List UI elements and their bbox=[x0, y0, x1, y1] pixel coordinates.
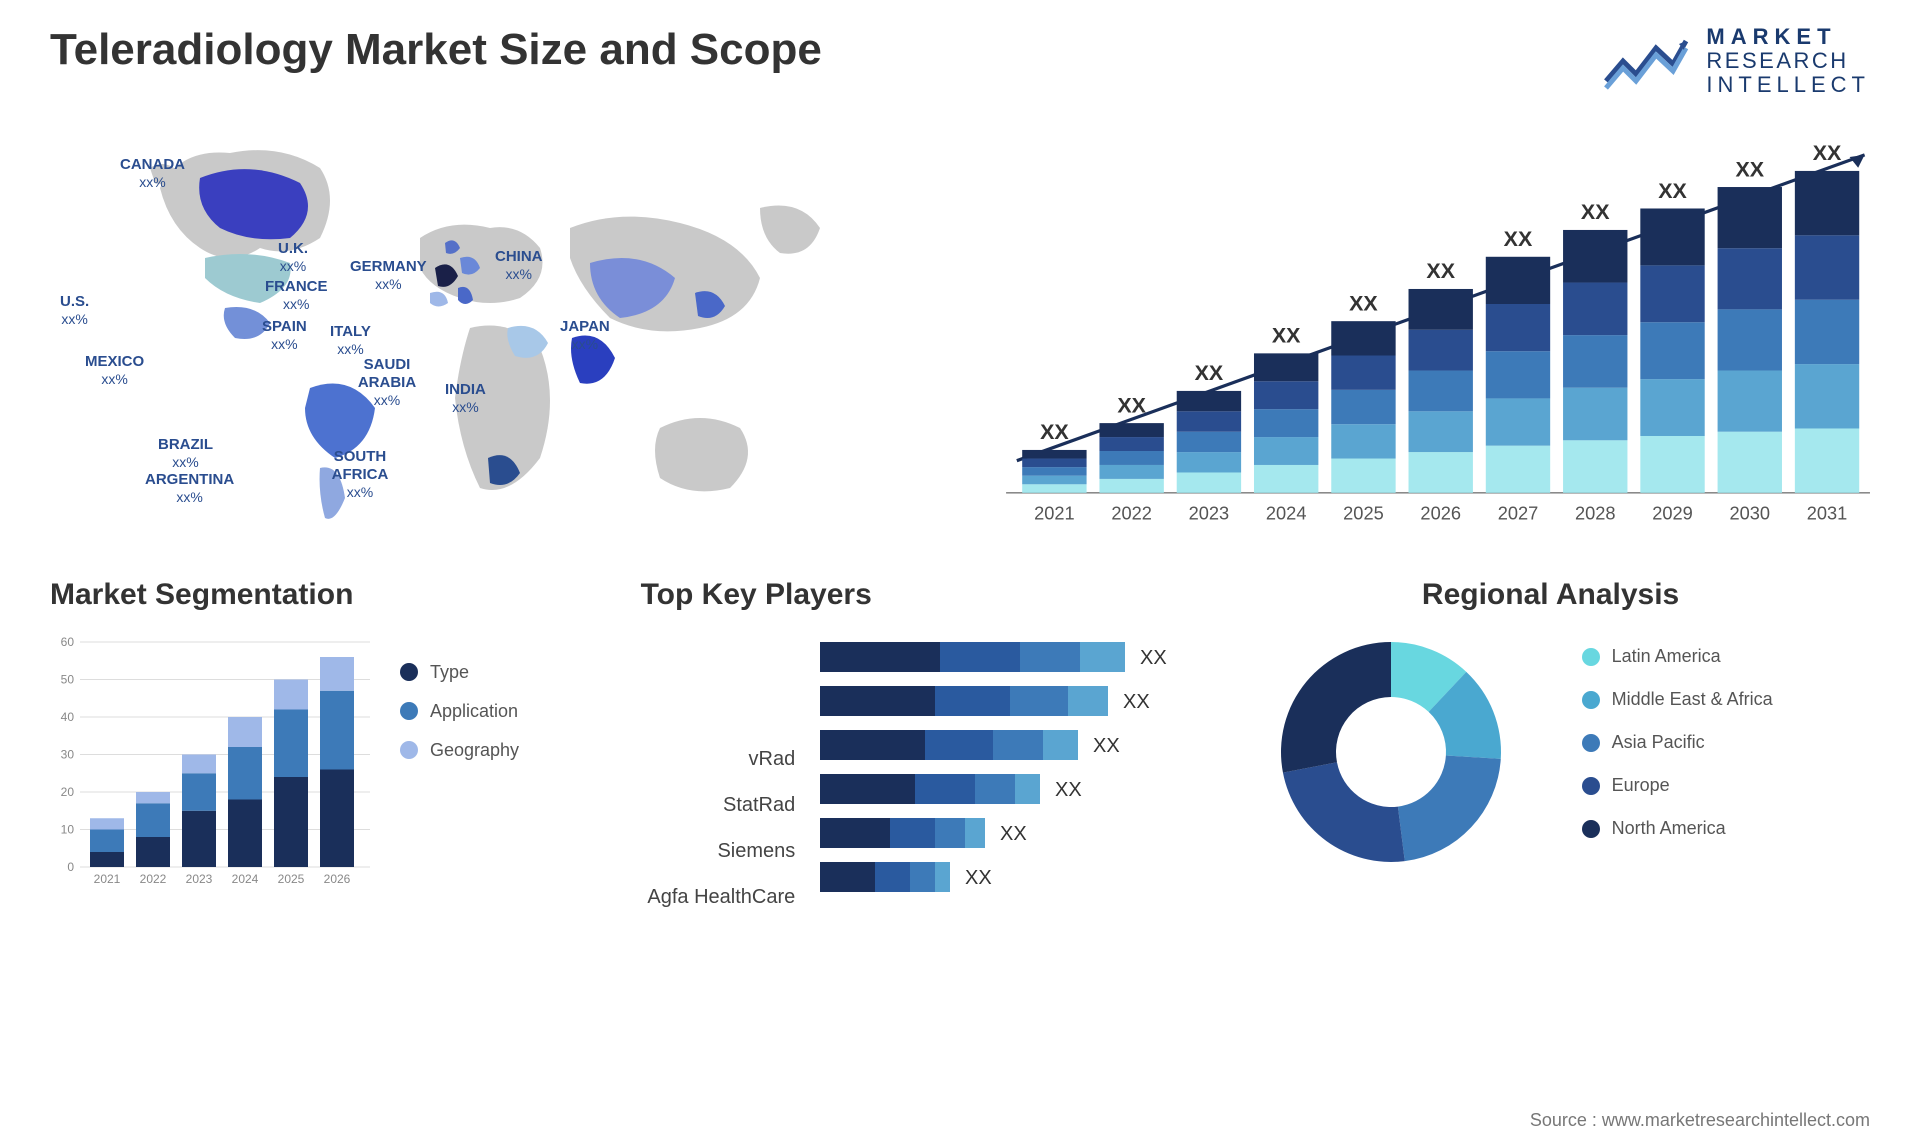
svg-text:XX: XX bbox=[1040, 420, 1069, 444]
segmentation-title: Market Segmentation bbox=[50, 578, 591, 612]
logo-line-1: MARKET bbox=[1706, 25, 1870, 49]
svg-text:2023: 2023 bbox=[1189, 502, 1230, 523]
map-label: SPAINxx% bbox=[262, 318, 307, 353]
svg-text:XX: XX bbox=[1349, 291, 1378, 315]
svg-text:10: 10 bbox=[61, 822, 75, 836]
regional-legend: Latin America Middle East & Africa Asia Pa… bbox=[1582, 632, 1870, 872]
svg-text:0: 0 bbox=[67, 860, 74, 874]
regional-title: Regional Analysis bbox=[1231, 578, 1870, 612]
key-player-label: vRad bbox=[641, 744, 796, 774]
svg-text:2027: 2027 bbox=[1498, 502, 1539, 523]
logo-line-2: RESEARCH bbox=[1706, 49, 1870, 73]
legend-item: Asia Pacific bbox=[1582, 732, 1870, 753]
svg-text:XX: XX bbox=[1000, 823, 1027, 845]
map-label: MEXICOxx% bbox=[85, 353, 144, 388]
legend-item: Middle East & Africa bbox=[1582, 689, 1870, 710]
world-map: CANADAxx% U.S.xx% MEXICOxx% BRAZILxx%ARGENT… bbox=[50, 128, 930, 528]
donut-svg bbox=[1271, 632, 1511, 872]
segmentation-svg: 0 10 20 30 40 50 60 2021 2022 2023 2024 2025 2026 bbox=[50, 632, 370, 892]
key-players-labels: vRad StatRad Siemens Agfa HealthCare bbox=[641, 632, 796, 917]
key-player-label: Agfa HealthCare bbox=[641, 882, 796, 912]
map-label: U.S.xx% bbox=[60, 293, 89, 328]
svg-text:XX: XX bbox=[1813, 141, 1842, 165]
key-player-label: Siemens bbox=[641, 836, 796, 866]
svg-text:XX: XX bbox=[1140, 647, 1167, 669]
svg-text:XX: XX bbox=[1504, 227, 1533, 251]
svg-text:XX: XX bbox=[965, 867, 992, 889]
svg-text:2022: 2022 bbox=[1111, 502, 1152, 523]
legend-item: Geography bbox=[400, 740, 591, 761]
segmentation-legend: Type Application Geography bbox=[400, 632, 591, 779]
legend-item: Latin America bbox=[1582, 646, 1870, 667]
key-player-label bbox=[641, 698, 796, 728]
map-label: ARGENTINAxx% bbox=[145, 471, 234, 506]
svg-text:2021: 2021 bbox=[94, 872, 121, 886]
svg-text:50: 50 bbox=[61, 672, 75, 686]
map-label: SAUDI ARABIAxx% bbox=[352, 356, 422, 409]
map-label: INDIAxx% bbox=[445, 381, 486, 416]
key-player-label: StatRad bbox=[641, 790, 796, 820]
map-label: ITALYxx% bbox=[330, 323, 371, 358]
map-label: SOUTH AFRICAxx% bbox=[325, 448, 395, 501]
svg-text:XX: XX bbox=[1735, 157, 1764, 181]
svg-text:60: 60 bbox=[61, 635, 75, 649]
key-players-title: Top Key Players bbox=[641, 578, 1182, 612]
logo-mark-icon bbox=[1601, 26, 1691, 96]
svg-text:30: 30 bbox=[61, 747, 75, 761]
key-players-svg: XXXXXXXXXXXX bbox=[820, 632, 1180, 912]
svg-text:XX: XX bbox=[1117, 393, 1146, 417]
logo-line-3: INTELLECT bbox=[1706, 73, 1870, 97]
segmentation-chart: 0 10 20 30 40 50 60 2021 2022 2023 2024 2025 2026 bbox=[50, 632, 370, 897]
legend-item: Application bbox=[400, 701, 591, 722]
svg-text:2023: 2023 bbox=[186, 872, 213, 886]
map-label: JAPANxx% bbox=[560, 318, 610, 353]
legend-item: Europe bbox=[1582, 775, 1870, 796]
svg-text:40: 40 bbox=[61, 710, 75, 724]
map-label: GERMANYxx% bbox=[350, 258, 427, 293]
svg-text:XX: XX bbox=[1581, 200, 1610, 224]
map-label: CHINAxx% bbox=[495, 248, 543, 283]
svg-text:2031: 2031 bbox=[1807, 502, 1848, 523]
svg-text:2025: 2025 bbox=[1343, 502, 1384, 523]
map-label: FRANCExx% bbox=[265, 278, 328, 313]
svg-text:XX: XX bbox=[1093, 735, 1120, 757]
legend-item: North America bbox=[1582, 818, 1870, 839]
svg-text:2022: 2022 bbox=[140, 872, 167, 886]
svg-text:2028: 2028 bbox=[1575, 502, 1616, 523]
svg-text:2026: 2026 bbox=[324, 872, 351, 886]
regional-donut bbox=[1231, 632, 1551, 872]
key-players-chart: XXXXXXXXXXXX bbox=[820, 632, 1181, 917]
svg-text:2021: 2021 bbox=[1034, 502, 1075, 523]
svg-text:XX: XX bbox=[1272, 323, 1301, 347]
map-label: BRAZILxx% bbox=[158, 436, 213, 471]
brand-logo: MARKET RESEARCH INTELLECT bbox=[1601, 25, 1870, 98]
svg-text:XX: XX bbox=[1658, 178, 1687, 202]
legend-item: Type bbox=[400, 662, 591, 683]
svg-text:2026: 2026 bbox=[1420, 502, 1461, 523]
growth-chart-svg: XX 2021 XX 2022 XX 2023 XX 2024 XX 2025 XX 2026 XX 20… bbox=[990, 128, 1870, 536]
growth-bar-chart: XX 2021 XX 2022 XX 2023 XX 2024 XX 2025 XX 2026 XX 20… bbox=[990, 128, 1870, 528]
svg-text:2024: 2024 bbox=[1266, 502, 1307, 523]
svg-text:XX: XX bbox=[1195, 361, 1224, 385]
key-player-label bbox=[641, 652, 796, 682]
source-text: Source : www.marketresearchintellect.com bbox=[1530, 1110, 1870, 1131]
svg-text:20: 20 bbox=[61, 785, 75, 799]
svg-text:2024: 2024 bbox=[232, 872, 259, 886]
svg-text:2029: 2029 bbox=[1652, 502, 1693, 523]
map-label: U.K.xx% bbox=[278, 240, 308, 275]
map-label: CANADAxx% bbox=[120, 156, 185, 191]
page-title: Teleradiology Market Size and Scope bbox=[50, 25, 822, 75]
svg-text:XX: XX bbox=[1055, 779, 1082, 801]
svg-text:XX: XX bbox=[1426, 259, 1455, 283]
svg-text:2030: 2030 bbox=[1729, 502, 1770, 523]
svg-text:XX: XX bbox=[1123, 691, 1150, 713]
svg-text:2025: 2025 bbox=[278, 872, 305, 886]
